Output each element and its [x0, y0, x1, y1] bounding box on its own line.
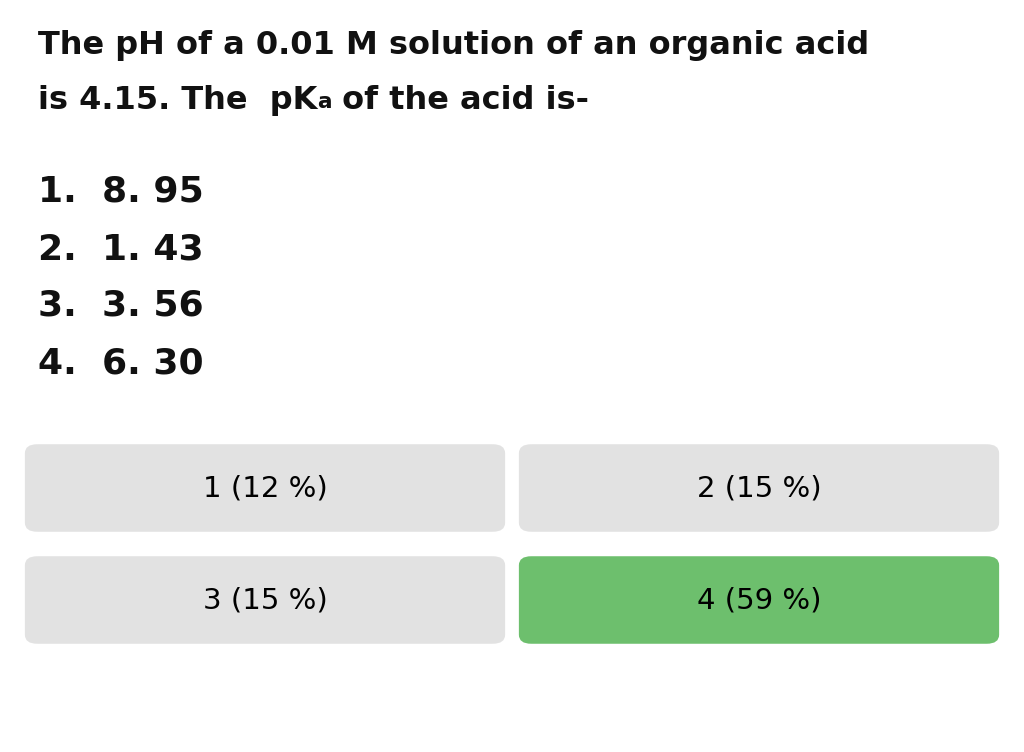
Text: 1.  8. 95: 1. 8. 95 — [38, 175, 204, 209]
Text: a: a — [317, 92, 331, 112]
Text: 2 (15 %): 2 (15 %) — [696, 474, 821, 502]
FancyBboxPatch shape — [25, 444, 505, 532]
Text: a: a — [317, 92, 332, 112]
Text: 1 (12 %): 1 (12 %) — [203, 474, 328, 502]
FancyBboxPatch shape — [519, 556, 999, 644]
Text: The pH of a 0.01 M solution of an organic acid: The pH of a 0.01 M solution of an organi… — [38, 30, 869, 61]
Text: 4.  6. 30: 4. 6. 30 — [38, 346, 204, 380]
Text: 4 (59 %): 4 (59 %) — [696, 586, 821, 614]
Text: 2.  1. 43: 2. 1. 43 — [38, 232, 204, 266]
Text: 3 (15 %): 3 (15 %) — [203, 586, 328, 614]
Text: of the acid is-: of the acid is- — [331, 85, 589, 116]
FancyBboxPatch shape — [519, 444, 999, 532]
Text: 3.  3. 56: 3. 3. 56 — [38, 289, 204, 323]
Text: is 4.15. The  pK: is 4.15. The pK — [38, 85, 317, 116]
Text: is 4.15. The  pK: is 4.15. The pK — [38, 85, 317, 116]
FancyBboxPatch shape — [25, 556, 505, 644]
